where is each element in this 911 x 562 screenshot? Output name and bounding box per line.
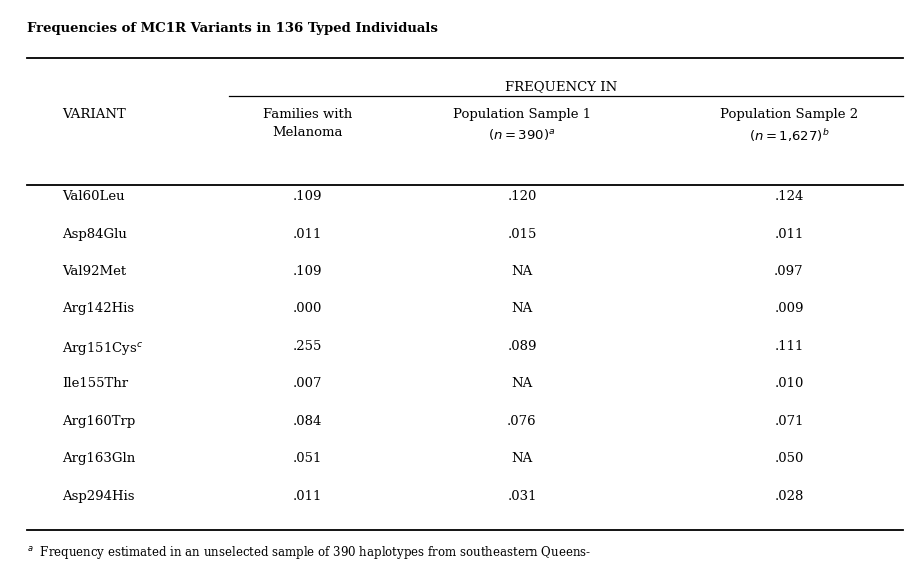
Text: Families with
Melanoma: Families with Melanoma [262, 107, 352, 138]
Text: .089: .089 [507, 340, 537, 353]
Text: Asp294His: Asp294His [62, 490, 135, 503]
Text: .015: .015 [507, 228, 537, 241]
Text: Ile155Thr: Ile155Thr [62, 378, 128, 391]
Text: .031: .031 [507, 490, 537, 503]
Text: Population Sample 1
$(n = 390)^{a}$: Population Sample 1 $(n = 390)^{a}$ [453, 107, 590, 142]
Text: .007: .007 [292, 378, 322, 391]
Text: Arg142His: Arg142His [62, 302, 134, 315]
Text: .028: .028 [773, 490, 803, 503]
Text: NA: NA [511, 378, 532, 391]
Text: Val92Met: Val92Met [62, 265, 127, 278]
Text: Arg160Trp: Arg160Trp [62, 415, 136, 428]
Text: .010: .010 [773, 378, 803, 391]
Text: Val60Leu: Val60Leu [62, 190, 125, 203]
Text: .076: .076 [507, 415, 537, 428]
Text: Arg163Gln: Arg163Gln [62, 452, 136, 465]
Text: .051: .051 [292, 452, 322, 465]
Text: .050: .050 [773, 452, 803, 465]
Text: Arg151Cys$^{c}$: Arg151Cys$^{c}$ [62, 340, 143, 357]
Text: NA: NA [511, 302, 532, 315]
Text: Frequencies of MC1R Variants in 136 Typed Individuals: Frequencies of MC1R Variants in 136 Type… [27, 22, 438, 35]
Text: .109: .109 [292, 190, 322, 203]
Text: .084: .084 [292, 415, 322, 428]
Text: .000: .000 [292, 302, 322, 315]
Text: Population Sample 2
$(n = 1{,}627)^{b}$: Population Sample 2 $(n = 1{,}627)^{b}$ [719, 107, 857, 144]
Text: NA: NA [511, 452, 532, 465]
Text: NA: NA [511, 265, 532, 278]
Text: .011: .011 [773, 228, 803, 241]
Text: .120: .120 [507, 190, 537, 203]
Text: $^{a}$  Frequency estimated in an unselected sample of 390 haplotypes from south: $^{a}$ Frequency estimated in an unselec… [27, 543, 591, 562]
Text: .011: .011 [292, 490, 322, 503]
Text: .071: .071 [773, 415, 803, 428]
Text: VARIANT: VARIANT [62, 107, 126, 120]
Text: FREQUENCY IN: FREQUENCY IN [505, 80, 617, 93]
Text: .009: .009 [773, 302, 803, 315]
Text: .109: .109 [292, 265, 322, 278]
Text: .011: .011 [292, 228, 322, 241]
Text: Asp84Glu: Asp84Glu [62, 228, 128, 241]
Text: .255: .255 [292, 340, 322, 353]
Text: .124: .124 [773, 190, 803, 203]
Text: .097: .097 [773, 265, 803, 278]
Text: .111: .111 [773, 340, 803, 353]
